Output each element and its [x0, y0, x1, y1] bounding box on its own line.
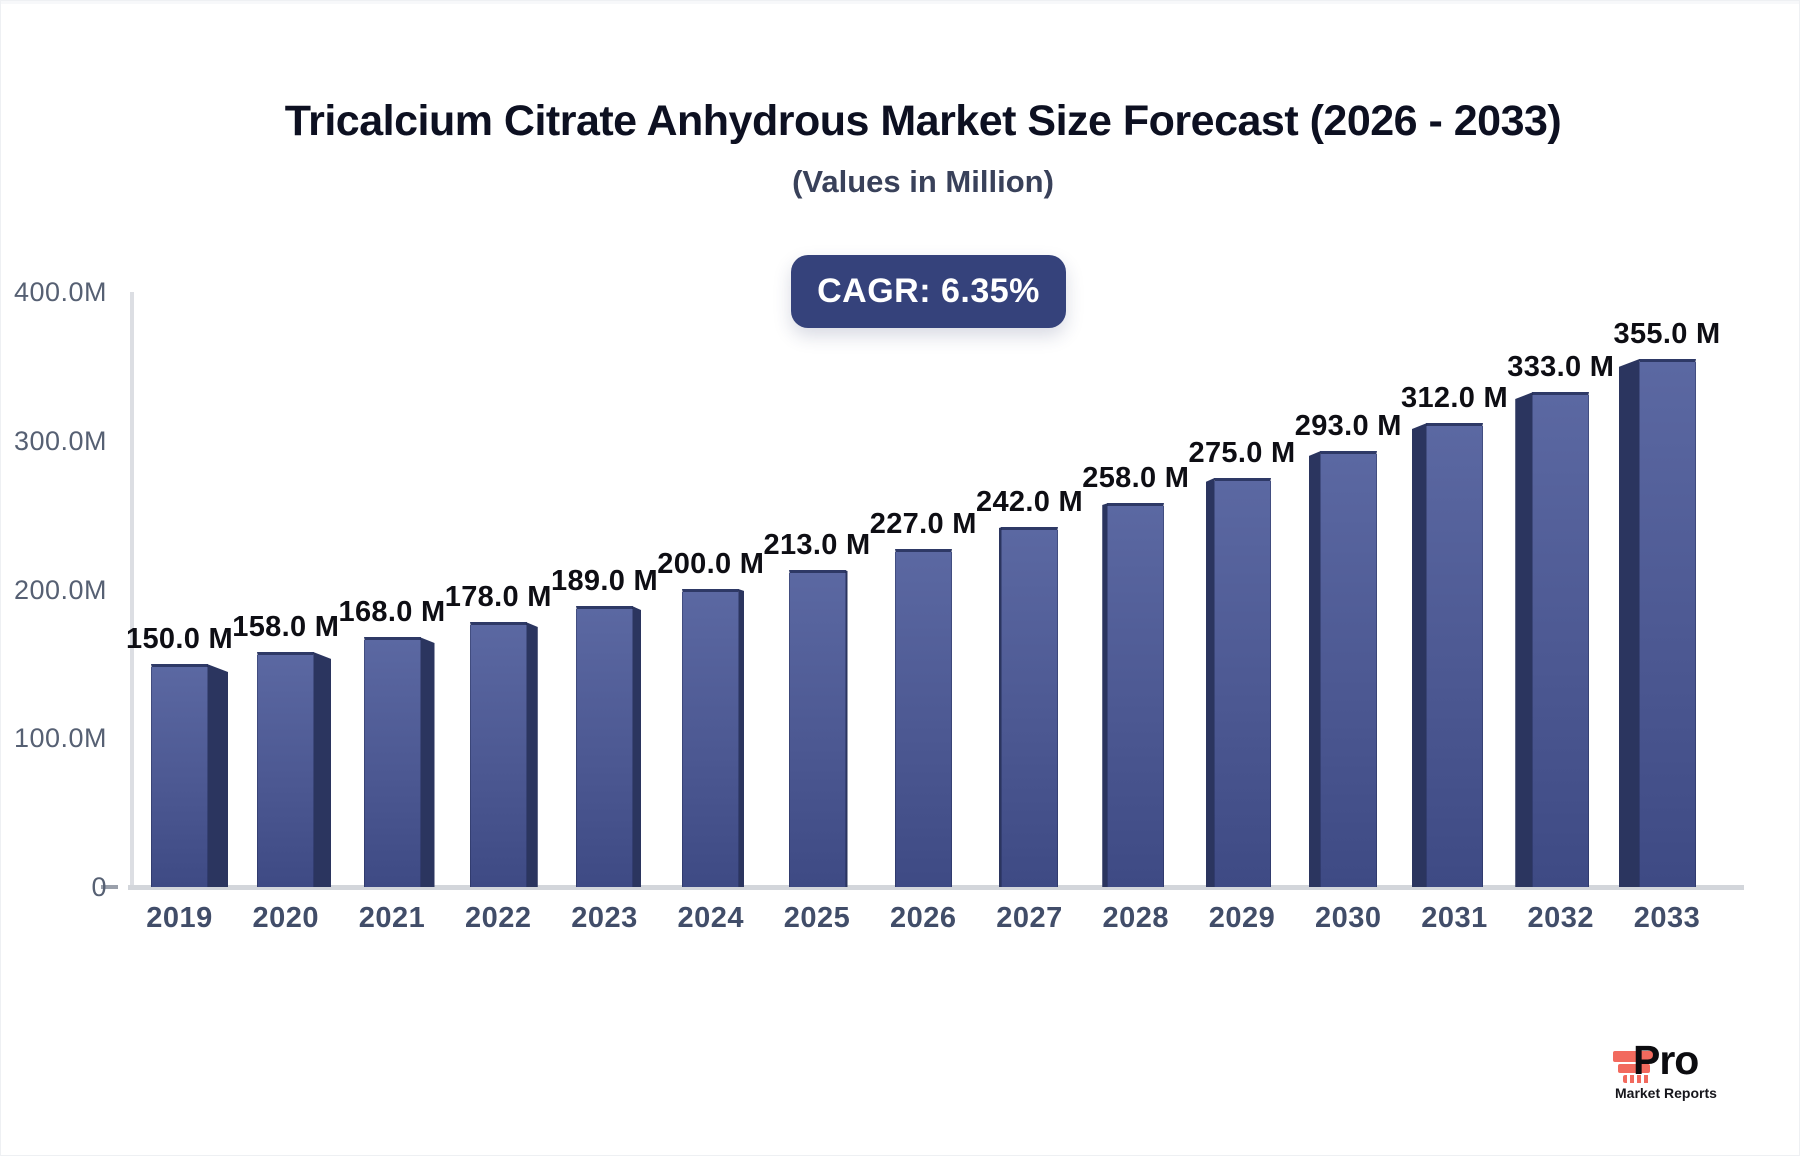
cagr-badge: CAGR: 6.35% [791, 255, 1066, 328]
bar-value-label: 168.0 M [338, 596, 446, 628]
bar [682, 589, 740, 887]
x-tick-label: 2026 [889, 902, 957, 934]
bar-3d-side [1412, 423, 1427, 887]
bar-3d-side [738, 589, 745, 887]
bar-3d-side [1618, 359, 1640, 887]
x-tick-label: 2031 [1421, 902, 1488, 934]
x-axis-line [128, 885, 1744, 890]
x-tick-label: 2020 [252, 902, 319, 934]
bar [257, 652, 315, 887]
bar [1638, 359, 1696, 887]
bar [151, 664, 208, 887]
x-tick-label: 2019 [146, 902, 213, 934]
bar-value-label: 213.0 M [763, 529, 871, 561]
bar-value-label: 355.0 M [1613, 318, 1721, 350]
bar-3d-side [1102, 503, 1109, 887]
bar-3d-side [207, 664, 228, 887]
y-axis-zero-tick [101, 885, 118, 889]
x-tick-label: 2023 [571, 902, 638, 934]
bar-3d-side [844, 570, 848, 887]
x-tick-label: 2022 [464, 902, 532, 934]
bar-3d-side [525, 622, 538, 887]
bar-3d-side [1205, 478, 1215, 887]
bar [1532, 392, 1590, 887]
bar-value-label: 312.0 M [1401, 382, 1508, 414]
window-top-edge [1, 1, 1799, 4]
y-tick-label: 300.0M [13, 425, 107, 456]
bar [469, 622, 527, 887]
bar-value-label: 275.0 M [1188, 437, 1296, 469]
y-tick-label: 200.0M [13, 574, 107, 605]
x-tick-label: 2029 [1208, 902, 1276, 934]
bar [576, 606, 633, 887]
logo-name: Pro [1633, 1037, 1699, 1083]
bar-value-label: 178.0 M [444, 581, 552, 613]
x-tick-label: 2027 [996, 902, 1063, 934]
bar [1107, 503, 1165, 887]
brand-logo: Pro Market Reports [1607, 1037, 1727, 1101]
bar [1319, 451, 1377, 887]
bar-value-label: 189.0 M [551, 565, 658, 597]
x-tick-label: 2032 [1527, 902, 1594, 934]
logo-bar-icon [1618, 1064, 1650, 1073]
bar-value-label: 293.0 M [1294, 410, 1402, 442]
bar-value-label: 150.0 M [126, 623, 233, 655]
bar [788, 570, 846, 887]
bar [1213, 478, 1271, 887]
logo-bar-icon [1613, 1051, 1654, 1062]
bar-3d-side [1308, 451, 1321, 887]
x-tick-label: 2024 [677, 902, 744, 934]
bar-3d-side [1515, 392, 1534, 887]
bar [1001, 527, 1058, 887]
x-tick-label: 2030 [1314, 902, 1382, 934]
bar-3d-side [313, 652, 332, 887]
bar-value-label: 258.0 M [1082, 462, 1190, 494]
bar-3d-side [419, 637, 435, 887]
x-tick-label: 2033 [1633, 902, 1701, 934]
bar-value-label: 242.0 M [976, 486, 1083, 518]
bar [1426, 423, 1483, 887]
bar-3d-side [999, 527, 1002, 887]
bar [363, 637, 421, 887]
y-axis-line [130, 292, 134, 887]
bar-value-label: 200.0 M [657, 548, 765, 580]
logo-caption: Market Reports [1615, 1085, 1717, 1101]
y-tick-label: 400.0M [13, 277, 107, 307]
bar-3d-side [632, 606, 641, 887]
bar-value-label: 333.0 M [1507, 351, 1615, 383]
x-tick-label: 2025 [783, 902, 851, 934]
chart-subtitle: (Values in Million) [792, 164, 1054, 199]
bar-value-label: 227.0 M [869, 508, 977, 540]
logo-bar-icon [1623, 1075, 1650, 1083]
y-tick-label: 100.0M [13, 723, 107, 754]
chart-title: Tricalcium Citrate Anhydrous Market Size… [284, 97, 1562, 145]
bar-value-label: 158.0 M [232, 611, 340, 643]
x-tick-label: 2028 [1102, 902, 1169, 934]
bar [894, 549, 952, 887]
y-tick-label: 0 [91, 872, 107, 902]
x-tick-label: 2021 [358, 902, 426, 934]
